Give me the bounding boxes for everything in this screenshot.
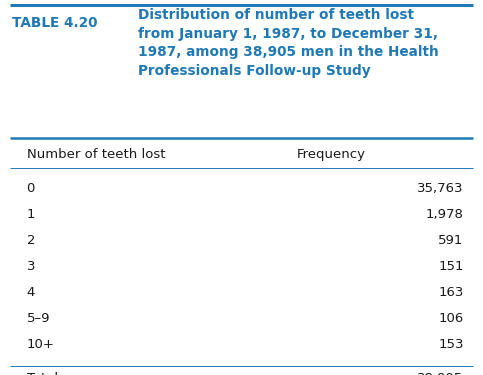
Text: Total: Total <box>27 372 57 375</box>
Text: 0: 0 <box>27 182 35 195</box>
Text: 5–9: 5–9 <box>27 312 50 325</box>
Text: 2: 2 <box>27 234 35 247</box>
Text: Number of teeth lost: Number of teeth lost <box>27 148 165 161</box>
Text: TABLE 4.20: TABLE 4.20 <box>12 16 98 30</box>
Text: 10+: 10+ <box>27 338 55 351</box>
Text: 3: 3 <box>27 260 35 273</box>
Text: 106: 106 <box>439 312 464 325</box>
Text: Frequency: Frequency <box>297 148 366 161</box>
Text: 163: 163 <box>438 286 464 299</box>
Text: 35,763: 35,763 <box>417 182 464 195</box>
Text: 1,978: 1,978 <box>426 208 464 221</box>
Text: 1: 1 <box>27 208 35 221</box>
Text: 151: 151 <box>438 260 464 273</box>
Text: 591: 591 <box>438 234 464 247</box>
Text: Distribution of number of teeth lost
from January 1, 1987, to December 31,
1987,: Distribution of number of teeth lost fro… <box>138 8 439 78</box>
Text: 4: 4 <box>27 286 35 299</box>
Text: 38,905: 38,905 <box>417 372 464 375</box>
Text: 153: 153 <box>438 338 464 351</box>
